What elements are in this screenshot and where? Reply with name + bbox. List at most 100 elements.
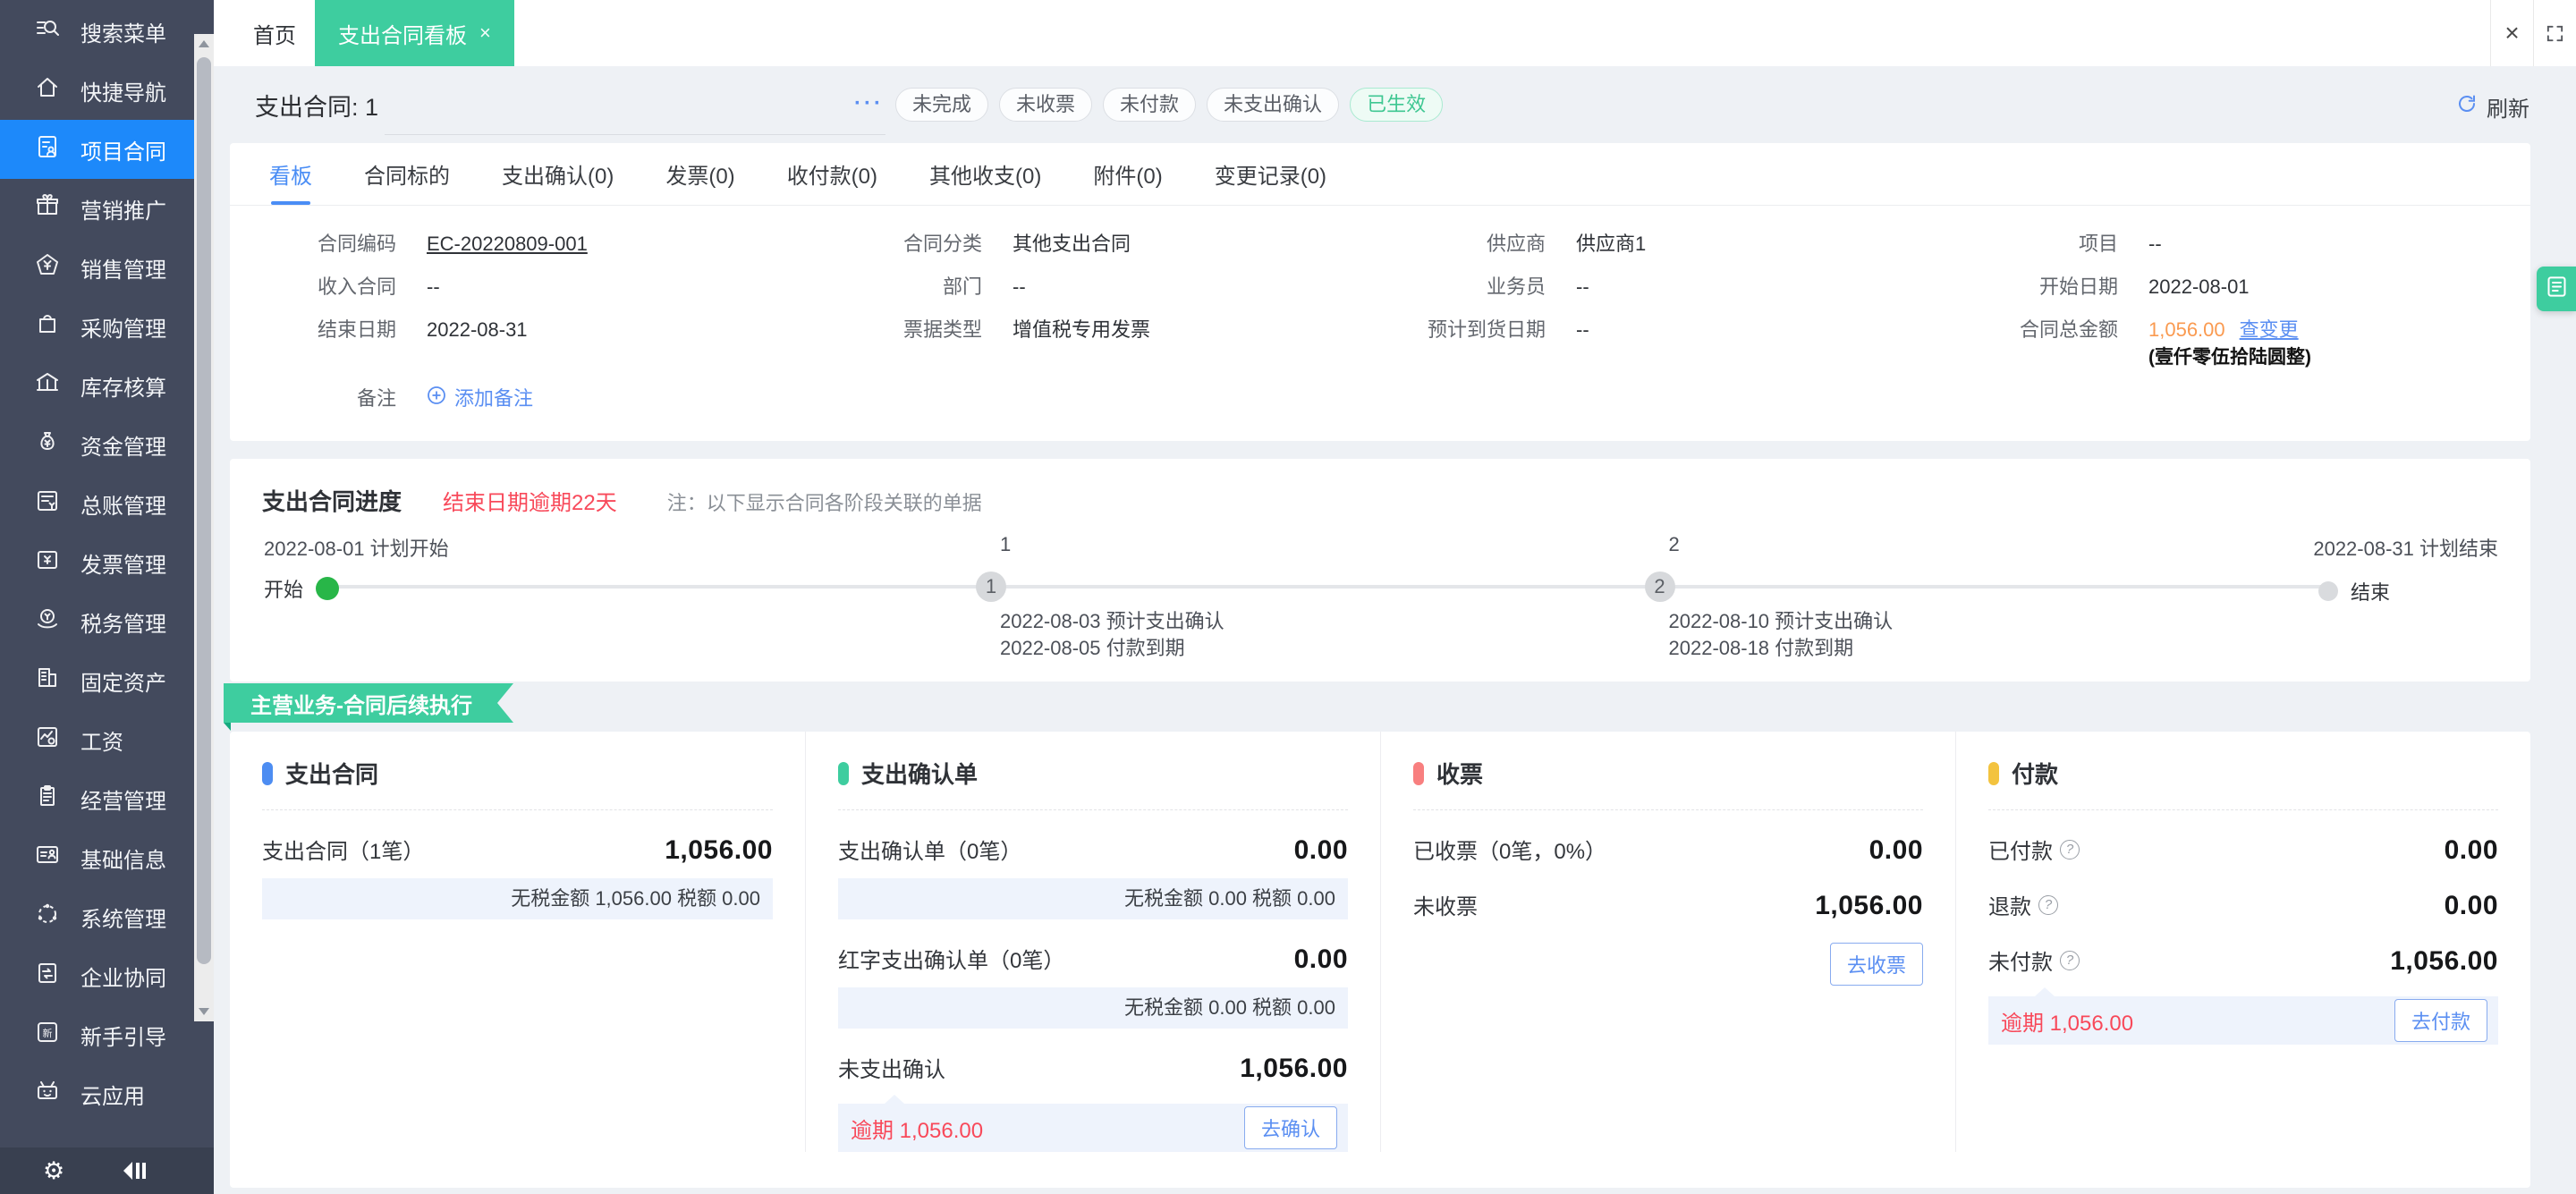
notes-float-button[interactable] — [2537, 267, 2576, 311]
plan-start-label: 2022-08-01 计划开始 — [264, 538, 449, 560]
sidebar-item-label: 资金管理 — [80, 435, 166, 460]
title-underline — [385, 134, 886, 135]
sidebar-footer: ⚙ — [0, 1147, 214, 1194]
help-icon[interactable]: ? — [2060, 950, 2080, 970]
scrollbar-thumb[interactable] — [197, 57, 211, 964]
sidebar-item-enterprise-collab[interactable]: 企业协同 — [0, 946, 194, 1005]
field-supplier: 供应商 供应商1 — [1486, 233, 1647, 255]
refresh-button[interactable]: 刷新 — [2456, 91, 2529, 123]
close-view-button[interactable]: × — [2490, 0, 2533, 66]
sidebar-item-general-ledger[interactable]: 总账管理 — [0, 474, 194, 533]
stat-row: 未付款? 1,056.00 — [1988, 946, 2498, 976]
go-receive-invoice-button[interactable]: 去收票 — [1829, 943, 1923, 986]
sidebar-item-basic-info[interactable]: 基础信息 — [0, 828, 194, 887]
tab-expenditure-contract-board[interactable]: 支出合同看板 × — [315, 0, 514, 66]
tab-other-income-expense[interactable]: 其他收支(0) — [929, 165, 1042, 189]
field-invoice-type: 票据类型 增值税专用发票 — [902, 318, 1151, 341]
scroll-up-arrow-icon[interactable] — [194, 34, 214, 54]
remark-row: 备注 添加备注 — [230, 369, 2530, 441]
contract-code-link[interactable]: EC-20220809-001 — [427, 233, 588, 255]
progress-header: 支出合同进度 结束日期逾期22天 注：以下显示合同各阶段关联的单据 — [262, 484, 2498, 517]
sidebar-item-label: 库存核算 — [80, 376, 166, 401]
end-dot — [2318, 581, 2338, 601]
sidebar-item-label: 搜索菜单 — [80, 21, 166, 47]
sidebar-item-label: 项目合同 — [80, 140, 166, 165]
card-expenditure-contract: 支出合同 支出合同（1笔） 1,056.00 无税金额 1,056.00 税额 0… — [230, 732, 805, 1152]
warehouse-icon — [34, 369, 61, 402]
fullscreen-icon[interactable] — [2533, 0, 2576, 66]
status-badges: 未完成 未收票 未付款 未支出确认 已生效 — [895, 88, 1444, 122]
money-bag-icon — [34, 428, 61, 462]
summary-card: 主营业务-合同后续执行 支出合同 支出合同（1笔） 1,056.00 无税金额 1… — [224, 732, 2530, 1188]
tab-close-icon[interactable]: × — [479, 21, 491, 44]
contract-detail-card: 看板 合同标的 支出确认(0) 发票(0) 收付款(0) 其他收支(0) 附件(… — [230, 143, 2530, 441]
detail-tabs: 看板 合同标的 支出确认(0) 发票(0) 收付款(0) 其他收支(0) 附件(… — [230, 143, 2530, 206]
sidebar-item-funds-mgmt[interactable]: 资金管理 — [0, 415, 194, 474]
tab-home[interactable]: 首页 — [253, 23, 296, 48]
tab-invoice[interactable]: 发票(0) — [665, 165, 735, 189]
card-marker-green — [838, 761, 849, 785]
scroll-down-arrow-icon[interactable] — [194, 1002, 214, 1021]
tab-attachments[interactable]: 附件(0) — [1093, 165, 1163, 189]
refresh-label: 刷新 — [2487, 97, 2529, 122]
tab-expenditure-confirm[interactable]: 支出确认(0) — [502, 165, 614, 189]
go-pay-button[interactable]: 去付款 — [2394, 999, 2487, 1042]
sidebar-scrollbar[interactable] — [194, 34, 214, 1021]
sidebar-item-quick-nav[interactable]: 快捷导航 — [0, 61, 194, 120]
tab-board[interactable]: 看板 — [269, 143, 312, 205]
overdue-warning: 结束日期逾期22天 — [443, 491, 617, 515]
sidebar-item-purchase-mgmt[interactable]: 采购管理 — [0, 297, 194, 356]
field-total-amount: 合同总金额 1,056.00 查变更 (壹仟零伍拾陆圆整) — [2019, 318, 2311, 368]
tax-detail-row: 无税金额 0.00 税额 0.00 — [838, 987, 1348, 1029]
card-expenditure-confirm: 支出确认单 支出确认单（0笔） 0.00 无税金额 0.00 税额 0.00 红字… — [805, 732, 1380, 1152]
node-1-details: 2022-08-03 预计支出确认 2022-08-05 付款到期 — [999, 610, 1224, 659]
field-department: 部门 -- — [942, 275, 1026, 298]
ribbon-fold — [224, 723, 231, 731]
sidebar-item-fixed-assets[interactable]: 固定资产 — [0, 651, 194, 710]
amount-in-words: (壹仟零伍拾陆圆整) — [2148, 347, 2311, 368]
svg-text:新: 新 — [43, 1027, 53, 1039]
plus-circle-icon — [427, 384, 446, 414]
help-icon[interactable]: ? — [2038, 894, 2058, 915]
help-icon[interactable]: ? — [2060, 839, 2080, 860]
card-title: 收票 — [1436, 761, 1484, 788]
stat-row: 支出确认单（0笔） 0.00 — [838, 835, 1348, 865]
tab-change-log[interactable]: 变更记录(0) — [1214, 165, 1327, 189]
sidebar-item-label: 固定资产 — [80, 671, 166, 696]
sidebar-item-newbie-guide[interactable]: 新 新手引导 — [0, 1005, 194, 1064]
sidebar-item-project-contract[interactable]: 项目合同 — [0, 120, 194, 179]
sidebar-item-label: 系统管理 — [80, 907, 166, 932]
contract-icon — [34, 133, 61, 166]
tab-contract-subject[interactable]: 合同标的 — [364, 165, 450, 189]
card-title: 付款 — [2012, 761, 2059, 788]
sidebar-item-search-menu[interactable]: 搜索菜单 — [0, 2, 194, 61]
tab-payments[interactable]: 收付款(0) — [786, 165, 878, 189]
field-start-date: 开始日期 2022-08-01 — [2038, 275, 2250, 298]
overdue-amount: 逾期 1,056.00 — [851, 1118, 984, 1143]
progress-note: 注：以下显示合同各阶段关联的单据 — [666, 492, 982, 514]
node-1-number: 1 — [999, 533, 1012, 555]
sidebar-item-invoice-mgmt[interactable]: 发票管理 — [0, 533, 194, 592]
id-card-icon — [34, 842, 61, 875]
page-header: 支出合同: 1 ··· 未完成 未收票 未付款 未支出确认 已生效 刷新 — [214, 66, 2576, 143]
sidebar-item-inventory-accounting[interactable]: 库存核算 — [0, 356, 194, 415]
settings-gear-icon[interactable]: ⚙ — [43, 1156, 65, 1184]
card-title: 支出合同 — [285, 761, 379, 788]
more-actions-icon[interactable]: ··· — [854, 91, 884, 115]
sidebar-item-system-mgmt[interactable]: 系统管理 — [0, 887, 194, 946]
ribbon-banner: 主营业务-合同后续执行 — [224, 683, 513, 723]
add-remark-button[interactable]: 添加备注 — [427, 384, 533, 414]
collapse-sidebar-icon[interactable] — [122, 1160, 148, 1181]
sidebar-item-tax-mgmt[interactable]: 税务管理 — [0, 592, 194, 651]
sidebar-item-sales-mgmt[interactable]: 销售管理 — [0, 238, 194, 297]
sidebar-item-cloud-apps[interactable]: 云应用 — [0, 1064, 194, 1123]
sidebar-item-marketing[interactable]: 营销推广 — [0, 179, 194, 238]
sidebar-item-payroll[interactable]: 工资 — [0, 710, 194, 769]
sidebar-item-operations-mgmt[interactable]: 经营管理 — [0, 769, 194, 828]
overdue-action-row: 逾期 1,056.00 去确认 — [838, 1095, 1348, 1152]
view-changes-link[interactable]: 查变更 — [2239, 318, 2299, 341]
stat-row: 已付款? 0.00 — [1988, 835, 2498, 865]
go-confirm-button[interactable]: 去确认 — [1243, 1106, 1337, 1149]
sidebar: 搜索菜单 快捷导航 项目合同 营销推广 销售管理 采购管理 — [0, 0, 214, 1194]
